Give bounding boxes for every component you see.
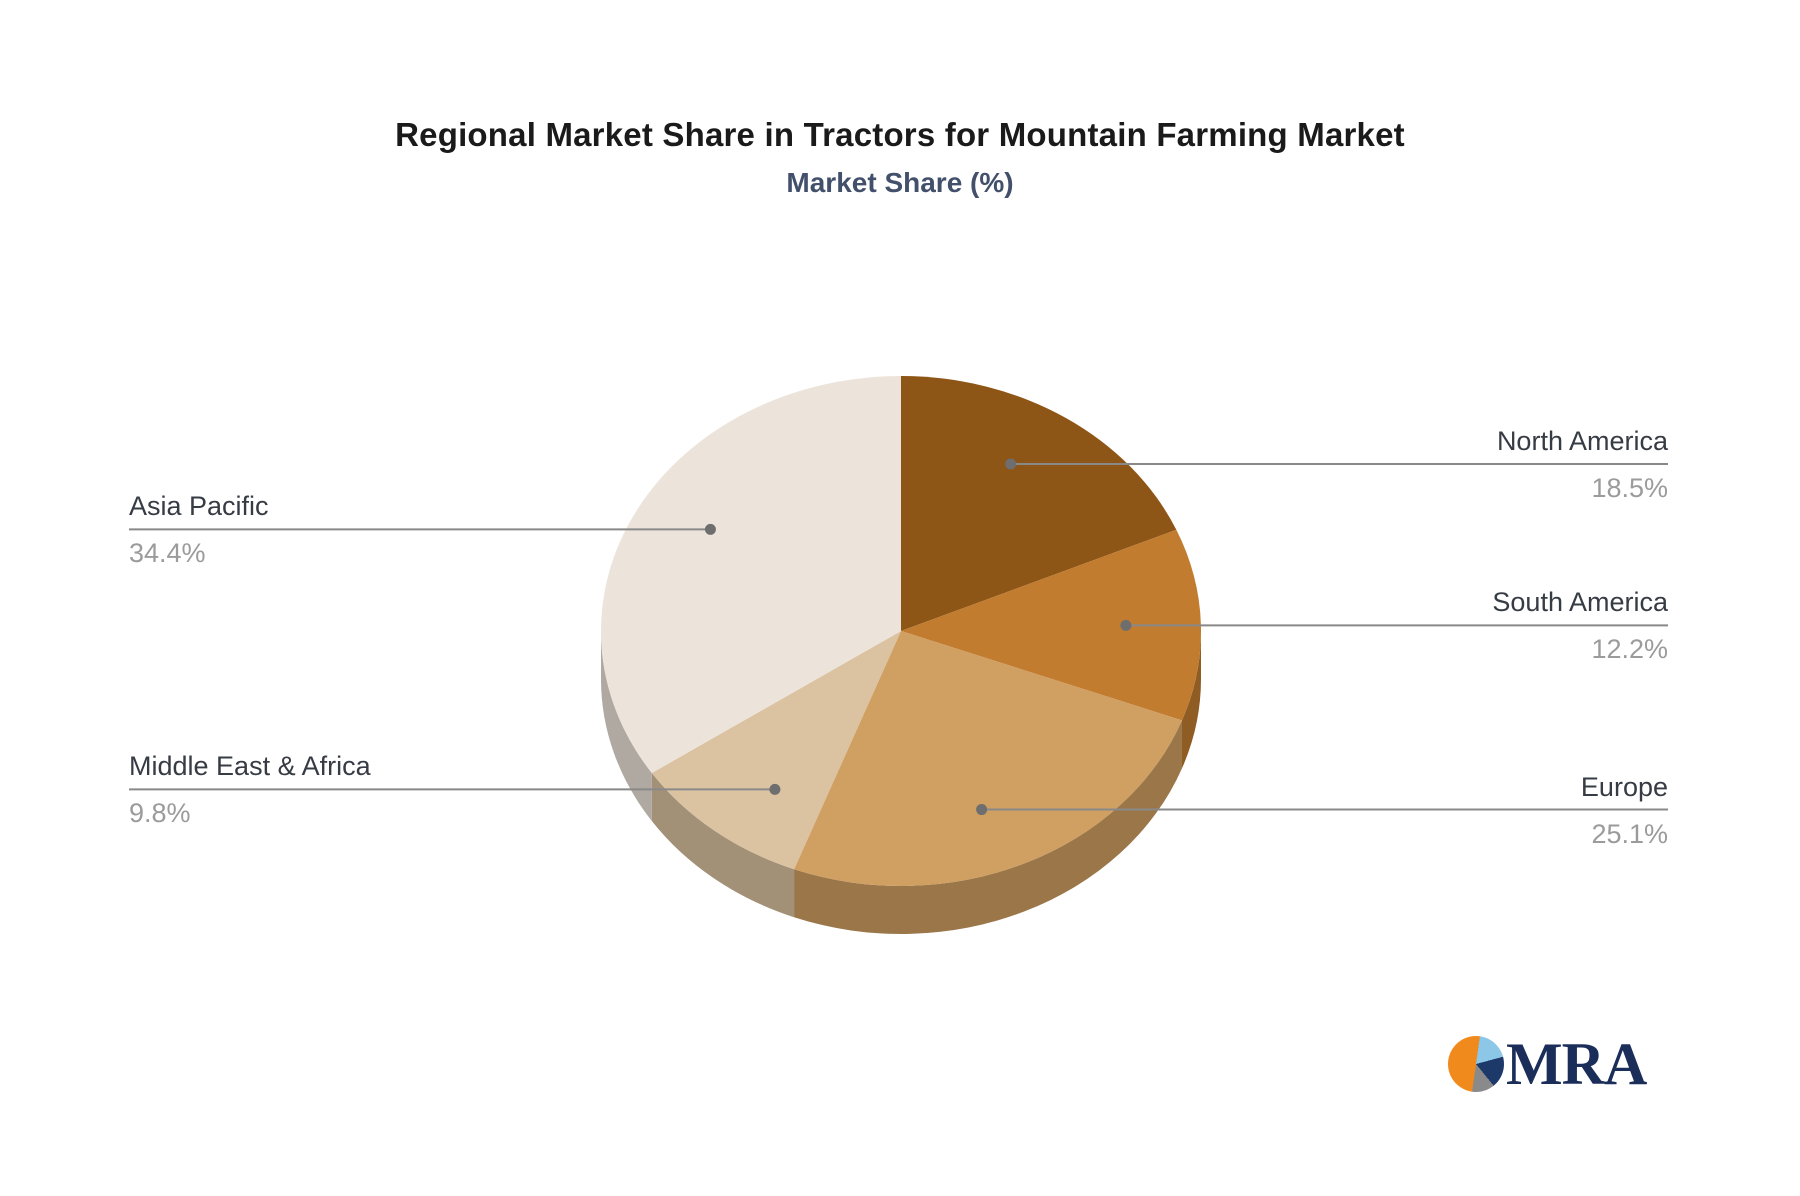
pie-slice-middle-east-africa: [651, 631, 901, 870]
value-label: 34.4%: [129, 538, 206, 569]
leader-dot-middle-east-africa: [769, 783, 781, 795]
pie-slice-side-middle-east-africa: [651, 773, 795, 918]
category-label: Asia Pacific: [129, 491, 269, 522]
leader-dot-europe: [976, 804, 988, 816]
category-label: Middle East & Africa: [129, 751, 371, 782]
logo-text: MRA: [1506, 1031, 1647, 1097]
pie-slice-north-america: [901, 376, 1177, 631]
category-label: South America: [1492, 587, 1668, 618]
category-label: North America: [1496, 426, 1668, 456]
leader-dot-north-america: [1005, 458, 1017, 470]
pie-slice-europe: [794, 631, 1182, 887]
chart-title: Regional Market Share in Tractors for Mo…: [395, 116, 1405, 153]
leader-dot-south-america: [1120, 619, 1132, 631]
value-label: 18.5%: [1591, 473, 1668, 503]
pie-slice-south-america: [901, 529, 1202, 721]
pie-slice-asia-pacific: [601, 376, 901, 774]
leader-dot-asia-pacific: [704, 523, 716, 535]
chart-subtitle: Market Share (%): [786, 167, 1014, 198]
pie-slice-side-europe: [794, 720, 1182, 934]
value-label: 12.2%: [1591, 634, 1668, 665]
pie-slice-side-asia-pacific: [601, 631, 652, 822]
logo-pie-icon: [1448, 1036, 1504, 1092]
pie-slice-side-south-america: [1181, 631, 1201, 769]
value-label: 9.8%: [129, 798, 191, 829]
value-label: 25.1%: [1591, 818, 1668, 849]
mra-logo: MRA: [1448, 1031, 1647, 1097]
category-label: Europe: [1580, 771, 1668, 802]
